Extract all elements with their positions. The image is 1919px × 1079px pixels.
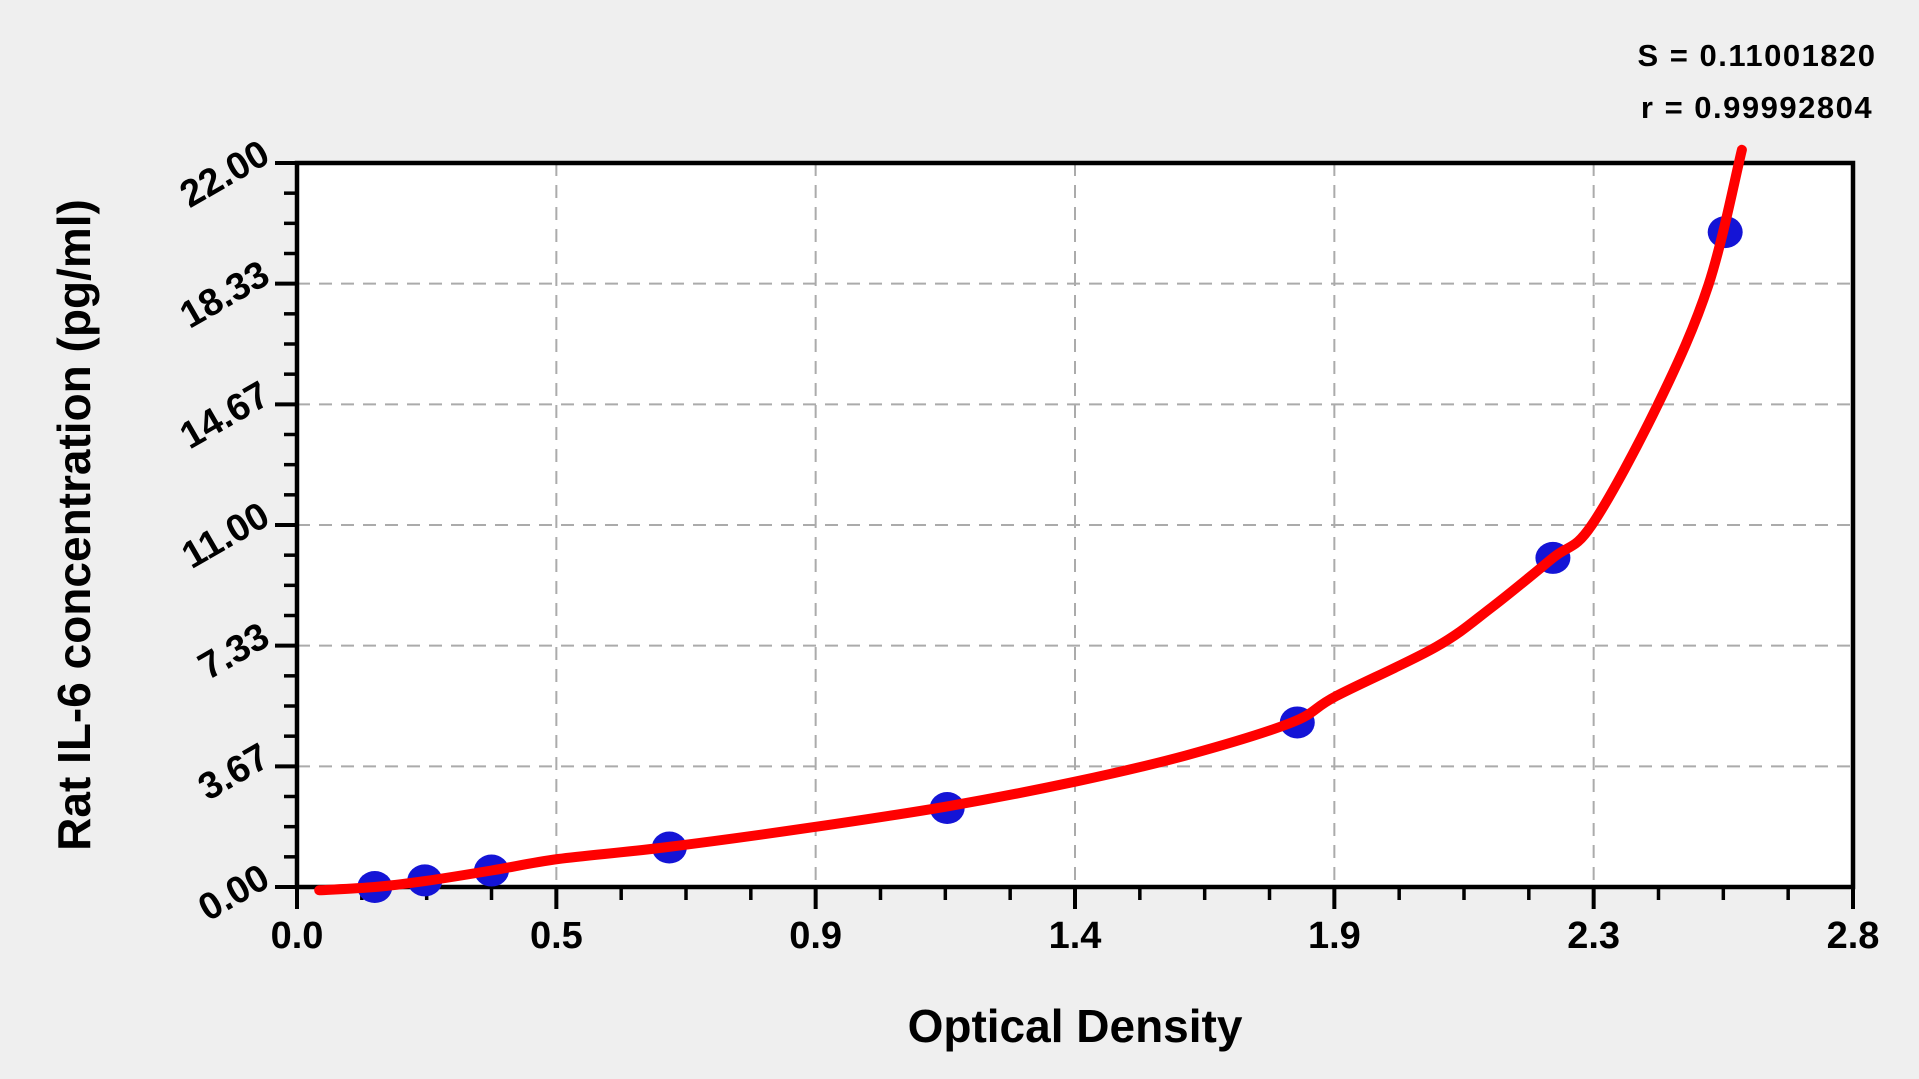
y-tick-label: 14.67 bbox=[173, 374, 276, 458]
stat-s-value: S = 0.11001820 bbox=[1637, 38, 1876, 73]
y-tick-label: 11.00 bbox=[175, 494, 277, 577]
x-tick-label: 1.4 bbox=[1049, 915, 1102, 957]
x-tick-label: 2.3 bbox=[1567, 915, 1620, 957]
x-tick-label: 0.5 bbox=[530, 915, 583, 957]
x-tick-label: 0.9 bbox=[789, 915, 842, 957]
fit-curve-line bbox=[314, 144, 1747, 896]
x-axis-title: Optical Density bbox=[908, 1000, 1243, 1052]
x-tick-label: 2.8 bbox=[1827, 915, 1880, 957]
axis-ticks bbox=[275, 161, 1855, 909]
y-axis-title: Rat IL-6 concentration (pg/ml) bbox=[48, 199, 100, 851]
stat-r-value: r = 0.99992804 bbox=[1641, 90, 1873, 125]
y-tick-label: 18.33 bbox=[173, 253, 276, 337]
y-tick-label: 0.00 bbox=[191, 856, 276, 929]
gridlines bbox=[297, 163, 1853, 887]
y-tick-label: 7.33 bbox=[191, 615, 276, 688]
x-tick-label: 0.0 bbox=[271, 915, 324, 957]
x-tick-label: 1.9 bbox=[1308, 915, 1361, 957]
y-tick-label: 22.00 bbox=[173, 132, 276, 216]
y-tick-label: 3.67 bbox=[191, 736, 276, 809]
